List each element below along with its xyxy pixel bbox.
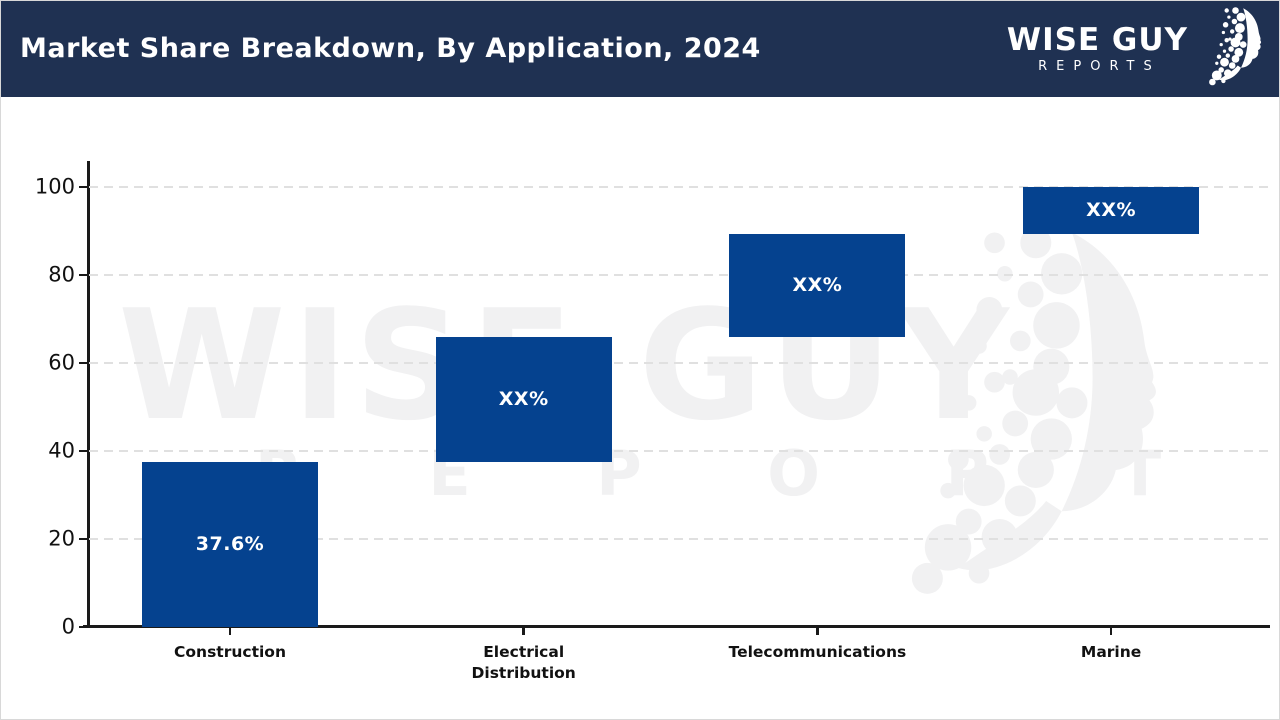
logo-subtitle: REPORTS (1038, 58, 1161, 74)
bar-value-label: XX% (792, 274, 843, 297)
gridline-y60 (89, 362, 1270, 364)
bar-telecommunications: XX% (729, 233, 906, 337)
bar-value-label: XX% (498, 388, 549, 411)
x-tick-mark (522, 627, 525, 635)
watermark-face-icon (911, 227, 1156, 594)
y-tick-mark (79, 449, 88, 453)
page-title: Market Share Breakdown, By Application, … (20, 33, 761, 64)
y-tick-mark (79, 273, 88, 277)
x-tick-label-line: Construction (174, 643, 286, 661)
x-tick-mark (1109, 627, 1113, 635)
x-tick-label-line: Electrical (483, 643, 565, 661)
bar-marine: XX% (1023, 187, 1200, 234)
wiseguy-logo: WISE GUY REPORTS (1007, 0, 1280, 97)
x-tick-label-line: Marine (1080, 643, 1142, 661)
y-tick-label: 40 (48, 438, 75, 463)
gridline-y100 (89, 186, 1270, 188)
x-tick-label: Electrical Distribution (404, 642, 644, 684)
chart-canvas: WISE GUY R E P O R T S 0 20 40 60 80 100 37.6% (0, 97, 1280, 714)
header-bar: Market Share Breakdown, By Application, … (0, 0, 1280, 97)
y-tick-mark (79, 361, 88, 365)
bar-value-label: XX% (1086, 199, 1137, 222)
logo-text: WISE GUY REPORTS (1006, 21, 1188, 74)
gridline-y20 (89, 538, 1270, 540)
y-tick-mark (79, 537, 88, 541)
bar-construction: 37.6% (142, 461, 318, 627)
bar-electrical-distribution: XX% (435, 336, 612, 462)
gridline-y80 (89, 274, 1270, 276)
x-tick-mark (228, 627, 232, 635)
y-tick-label: 80 (48, 262, 75, 287)
logo-face-icon (1209, 6, 1262, 85)
y-axis-line (87, 161, 90, 628)
plot-area: 0 20 40 60 80 100 37.6% Construction XX% Electric… (35, 161, 1270, 682)
y-tick-mark (79, 625, 88, 629)
y-tick-label: 20 (48, 526, 75, 551)
x-tick-label-line: Distribution (471, 664, 576, 682)
y-tick-label: 60 (48, 350, 75, 375)
logo-wordmark: WISE GUY (1006, 21, 1188, 58)
x-tick-label: Construction (110, 642, 350, 663)
y-tick-label: 0 (61, 614, 75, 639)
x-axis-line (83, 625, 1270, 628)
x-tick-label: Marine (991, 642, 1231, 663)
x-tick-label: Telecommunications (697, 642, 937, 663)
y-tick-mark (79, 185, 88, 189)
gridline-y40 (89, 450, 1270, 452)
bar-value-label: 37.6% (195, 533, 265, 556)
x-tick-label-line: Telecommunications (728, 643, 907, 661)
y-tick-label: 100 (34, 174, 75, 199)
x-tick-mark (816, 627, 819, 635)
